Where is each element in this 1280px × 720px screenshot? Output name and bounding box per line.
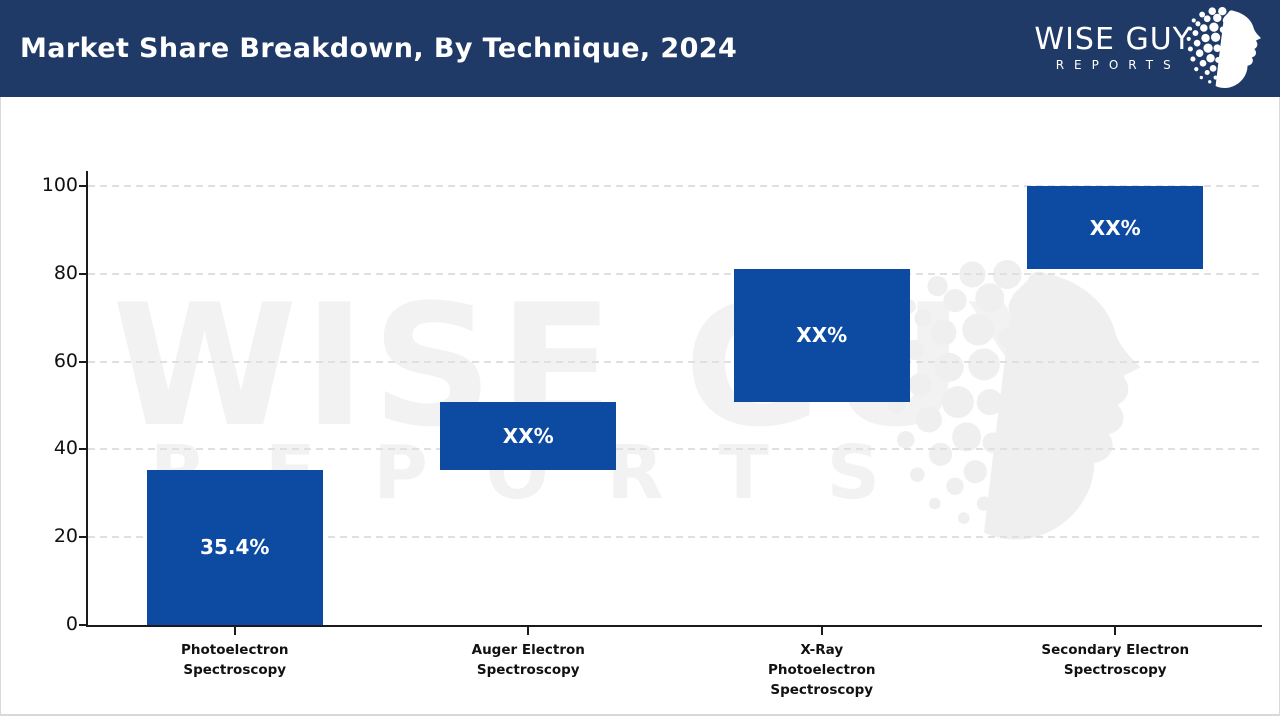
bar-segment: XX%	[440, 401, 617, 470]
x-category-label: X-Ray Photoelectron Spectroscopy	[768, 642, 876, 698]
x-category-label: Auger Electron Spectroscopy	[471, 642, 585, 678]
page-title: Market Share Breakdown, By Technique, 20…	[20, 33, 738, 64]
logo-subtitle: REPORTS	[1055, 58, 1181, 72]
y-tick-label: 100	[41, 174, 78, 196]
y-tick-mark	[79, 360, 87, 363]
y-tick-mark	[79, 185, 87, 187]
y-tick-label: 40	[53, 437, 78, 460]
bar-value-label: XX%	[502, 423, 554, 448]
bar-segment: 35.4%	[146, 469, 323, 625]
y-tick-label: 20	[53, 525, 78, 548]
logo-text: WISE GUY REPORTS	[1034, 22, 1192, 73]
y-tick-label: 60	[53, 349, 78, 372]
y-tick-mark	[79, 624, 87, 626]
x-tick-mark	[233, 627, 236, 635]
logo-wordmark: WISE GUY	[1034, 22, 1192, 57]
header-bar: Market Share Breakdown, By Technique, 20…	[0, 0, 1280, 97]
bar-segment: XX%	[733, 269, 910, 402]
bar-segment: XX%	[1027, 186, 1204, 270]
x-axis-line	[86, 625, 1262, 627]
x-category-label: Secondary Electron Spectroscopy	[1041, 642, 1190, 678]
x-tick-mark	[527, 627, 530, 635]
y-axis-line	[86, 171, 88, 627]
x-category-label: Photoelectron Spectroscopy	[181, 642, 289, 678]
x-tick-mark	[1114, 627, 1117, 635]
y-gridline	[88, 185, 1262, 187]
x-tick-mark	[820, 627, 823, 635]
y-tick-mark	[79, 272, 87, 275]
card-bottom-edge	[0, 714, 1280, 716]
logo-head-icon	[1186, 6, 1261, 88]
wise-guy-logo: WISE GUY REPORTS	[1034, 6, 1280, 91]
y-tick-mark	[79, 448, 87, 451]
y-tick-label: 80	[53, 261, 78, 284]
y-gridline	[88, 272, 1262, 275]
y-gridline	[88, 360, 1262, 363]
bar-value-label: 35.4%	[200, 535, 270, 560]
bar-value-label: XX%	[796, 323, 848, 348]
plot-area: 0 20 40 60 80 100 35.4% Photoelectron Spectrosc…	[0, 97, 1280, 720]
bar-value-label: XX%	[1089, 215, 1141, 240]
y-tick-mark	[79, 536, 87, 539]
y-tick-label: 0	[65, 613, 78, 635]
card-left-edge	[0, 97, 1, 715]
y-gridline	[88, 536, 1262, 539]
y-gridline	[88, 448, 1262, 451]
